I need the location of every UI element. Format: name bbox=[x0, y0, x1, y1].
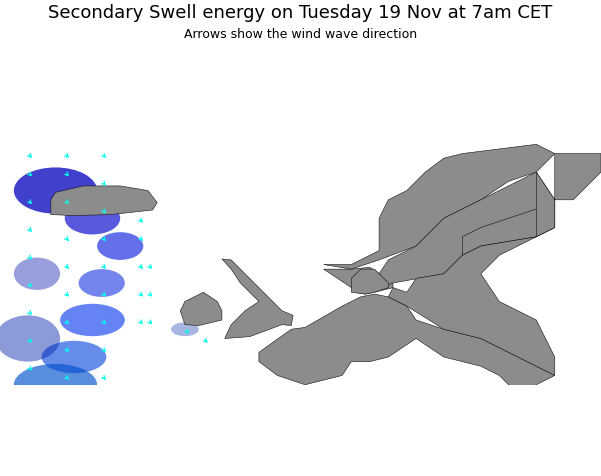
Ellipse shape bbox=[14, 168, 97, 214]
Polygon shape bbox=[379, 172, 555, 288]
Polygon shape bbox=[536, 154, 601, 237]
Ellipse shape bbox=[97, 232, 143, 260]
Ellipse shape bbox=[60, 304, 125, 336]
Polygon shape bbox=[388, 237, 555, 376]
Ellipse shape bbox=[14, 258, 60, 290]
Ellipse shape bbox=[41, 341, 106, 373]
Polygon shape bbox=[51, 186, 157, 216]
Text: Arrows show the wind wave direction: Arrows show the wind wave direction bbox=[184, 28, 417, 40]
Polygon shape bbox=[323, 144, 555, 269]
Ellipse shape bbox=[171, 322, 199, 336]
Ellipse shape bbox=[65, 202, 120, 235]
Polygon shape bbox=[259, 294, 555, 394]
Ellipse shape bbox=[14, 364, 97, 406]
Ellipse shape bbox=[0, 316, 60, 362]
Polygon shape bbox=[180, 292, 222, 326]
Text: Secondary Swell energy on Tuesday 19 Nov at 7am CET: Secondary Swell energy on Tuesday 19 Nov… bbox=[48, 4, 553, 22]
Polygon shape bbox=[352, 269, 388, 294]
Ellipse shape bbox=[79, 269, 125, 297]
Polygon shape bbox=[323, 268, 393, 294]
Polygon shape bbox=[222, 259, 293, 338]
Polygon shape bbox=[462, 200, 555, 255]
